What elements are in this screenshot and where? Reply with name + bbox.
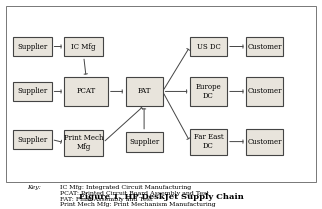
- Bar: [126, 132, 163, 152]
- Bar: [190, 77, 227, 106]
- Text: Key:: Key:: [27, 185, 41, 190]
- Text: Supplier: Supplier: [129, 138, 159, 146]
- Text: Customer: Customer: [248, 138, 282, 146]
- Text: Supplier: Supplier: [17, 42, 47, 51]
- Bar: [64, 130, 103, 156]
- Bar: [246, 37, 283, 56]
- Text: US DC: US DC: [197, 42, 220, 51]
- Text: Supplier: Supplier: [17, 135, 47, 144]
- Text: Figure 1. HP DeskJet Supply Chain: Figure 1. HP DeskJet Supply Chain: [79, 193, 243, 201]
- Bar: [190, 129, 227, 155]
- Text: Customer: Customer: [248, 42, 282, 51]
- Text: FAT: FAT: [137, 87, 151, 96]
- Text: Supplier: Supplier: [17, 87, 47, 96]
- Text: IC Mfg: Integrated Circuit Manufacturing
PCAT: Printed Circuit Board Assembly an: IC Mfg: Integrated Circuit Manufacturing…: [60, 185, 215, 207]
- Bar: [246, 129, 283, 155]
- Bar: [6, 6, 316, 182]
- Text: IC Mfg: IC Mfg: [71, 42, 96, 51]
- Bar: [13, 130, 52, 149]
- Bar: [13, 82, 52, 101]
- Text: Print Mech
Mfg: Print Mech Mfg: [64, 134, 103, 151]
- Text: PCAT: PCAT: [77, 87, 96, 96]
- Text: Far East
DC: Far East DC: [194, 133, 223, 150]
- Bar: [64, 37, 103, 56]
- Bar: [126, 77, 163, 106]
- Bar: [13, 37, 52, 56]
- Text: Europe
DC: Europe DC: [196, 83, 221, 100]
- Text: Customer: Customer: [248, 87, 282, 96]
- Bar: [246, 77, 283, 106]
- Bar: [190, 37, 227, 56]
- Bar: [64, 77, 108, 106]
